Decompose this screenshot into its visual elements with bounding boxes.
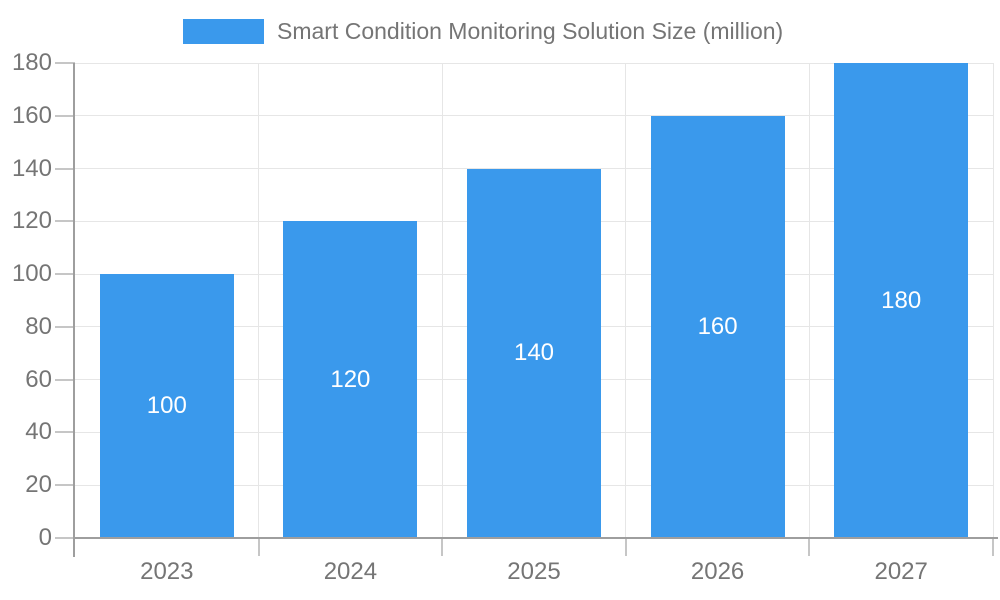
bar-2023[interactable]: 100 bbox=[99, 274, 234, 538]
bar-2026[interactable]: 160 bbox=[650, 115, 785, 538]
y-axis-tick bbox=[55, 114, 75, 117]
legend-swatch bbox=[183, 19, 264, 44]
y-axis-tick bbox=[55, 431, 75, 434]
y-axis-label: 40 bbox=[25, 418, 52, 446]
bar-value-label: 160 bbox=[697, 312, 738, 340]
x-axis-label: 2025 bbox=[507, 558, 561, 585]
y-gridline bbox=[75, 115, 993, 117]
x-axis-tick bbox=[257, 538, 260, 556]
y-axis-label: 80 bbox=[25, 312, 52, 340]
bar-value-label: 100 bbox=[146, 392, 187, 420]
y-axis-tick bbox=[55, 325, 75, 328]
y-axis-label: 180 bbox=[11, 49, 52, 76]
x-axis-tick bbox=[808, 538, 811, 556]
y-axis-label: 100 bbox=[11, 260, 52, 288]
y-axis-label: 60 bbox=[25, 365, 52, 393]
y-gridline bbox=[75, 62, 993, 64]
x-axis-label: 2024 bbox=[323, 558, 378, 585]
x-axis-line bbox=[73, 537, 998, 539]
y-axis-tick bbox=[55, 220, 75, 223]
x-gridline bbox=[441, 63, 443, 538]
x-axis-tick bbox=[441, 538, 444, 556]
y-axis-tick bbox=[55, 484, 75, 487]
y-axis-label: 20 bbox=[25, 471, 52, 499]
y-axis-tick bbox=[55, 537, 75, 539]
x-gridline bbox=[258, 63, 260, 538]
x-gridline bbox=[808, 63, 810, 538]
y-axis-label: 140 bbox=[11, 154, 52, 182]
legend-label: Smart Condition Monitoring Solution Size… bbox=[277, 18, 784, 44]
plot-right-border bbox=[992, 63, 994, 538]
x-axis-label: 2027 bbox=[874, 558, 928, 585]
y-axis-tick bbox=[55, 167, 75, 170]
y-axis-tick bbox=[55, 62, 75, 64]
bar-value-label: 120 bbox=[330, 365, 371, 393]
x-axis-label: 2026 bbox=[690, 558, 745, 585]
x-axis-tick bbox=[624, 538, 627, 556]
y-axis-line bbox=[73, 63, 75, 557]
bar-2025[interactable]: 140 bbox=[467, 168, 601, 538]
bar-value-label: 140 bbox=[513, 339, 555, 367]
x-axis-label: 2023 bbox=[140, 558, 194, 585]
y-axis-label: 0 bbox=[38, 524, 52, 551]
x-gridline bbox=[625, 63, 627, 538]
legend[interactable]: Smart Condition Monitoring Solution Size… bbox=[183, 19, 783, 44]
bar-2027[interactable]: 180 bbox=[834, 63, 969, 538]
x-axis-tick bbox=[992, 538, 994, 556]
y-axis-label: 160 bbox=[11, 101, 52, 129]
bar-2024[interactable]: 120 bbox=[283, 221, 418, 538]
y-axis-tick bbox=[55, 378, 75, 381]
y-axis-label: 120 bbox=[11, 207, 52, 235]
y-axis-tick bbox=[55, 273, 75, 276]
bar-value-label: 180 bbox=[881, 286, 922, 314]
